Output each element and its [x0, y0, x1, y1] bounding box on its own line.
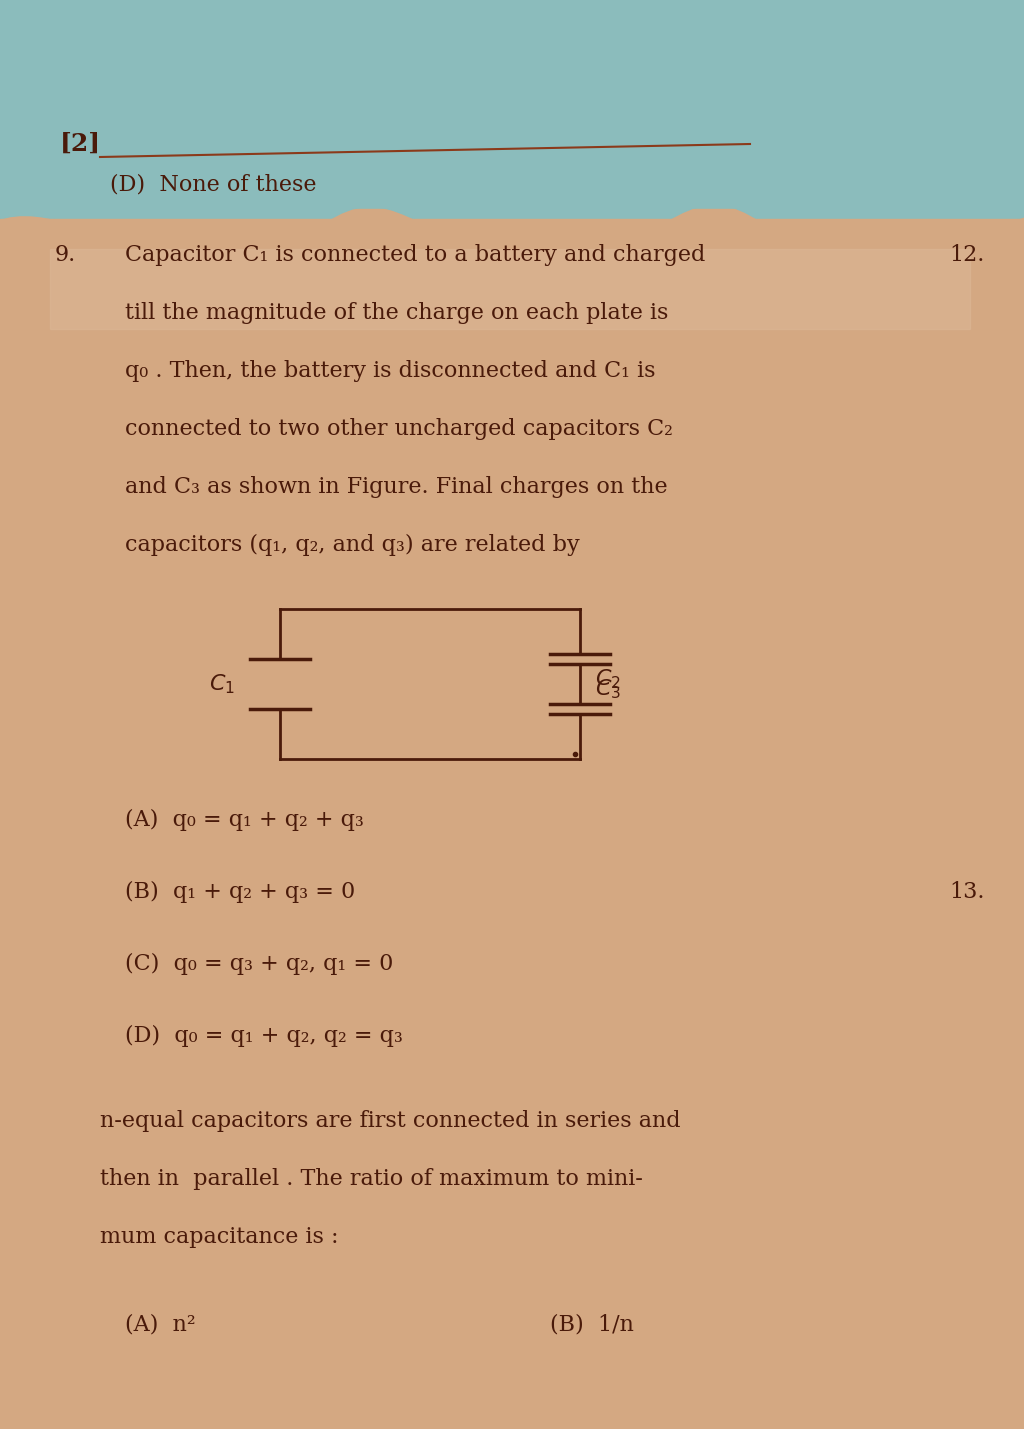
Bar — [0, 209, 1024, 1429]
Text: till the magnitude of the charge on each plate is: till the magnitude of the charge on each… — [125, 302, 669, 324]
Text: connected to two other uncharged capacitors C₂: connected to two other uncharged capacit… — [125, 419, 673, 440]
Text: $C_2$: $C_2$ — [595, 667, 621, 690]
Text: (D)  None of these: (D) None of these — [110, 173, 316, 194]
Text: (A)  n²: (A) n² — [125, 1315, 196, 1336]
Text: Capacitor C₁ is connected to a battery and charged: Capacitor C₁ is connected to a battery a… — [125, 244, 706, 266]
Text: then in  parallel . The ratio of maximum to mini-: then in parallel . The ratio of maximum … — [100, 1167, 643, 1190]
Text: (C)  q₀ = q₃ + q₂, q₁ = 0: (C) q₀ = q₃ + q₂, q₁ = 0 — [125, 953, 393, 975]
Text: q₀ . Then, the battery is disconnected and C₁ is: q₀ . Then, the battery is disconnected a… — [125, 360, 655, 382]
Text: n-equal capacitors are first connected in series and: n-equal capacitors are first connected i… — [100, 1110, 681, 1132]
Text: (B)  q₁ + q₂ + q₃ = 0: (B) q₁ + q₂ + q₃ = 0 — [125, 882, 355, 903]
Text: (A)  q₀ = q₁ + q₂ + q₃: (A) q₀ = q₁ + q₂ + q₃ — [125, 809, 364, 832]
Text: 12.: 12. — [949, 244, 985, 266]
Text: [2]: [2] — [60, 131, 101, 156]
Text: (D)  q₀ = q₁ + q₂, q₂ = q₃: (D) q₀ = q₁ + q₂, q₂ = q₃ — [125, 1025, 402, 1047]
Bar — [0, 219, 1024, 1429]
Text: capacitors (q₁, q₂, and q₃) are related by: capacitors (q₁, q₂, and q₃) are related … — [125, 534, 580, 556]
Text: mum capacitance is :: mum capacitance is : — [100, 1226, 339, 1248]
Polygon shape — [0, 0, 1024, 252]
Text: and C₃ as shown in Figure. Final charges on the: and C₃ as shown in Figure. Final charges… — [125, 476, 668, 497]
Text: 9.: 9. — [55, 244, 76, 266]
Bar — [0, 0, 1024, 279]
Bar — [50, 249, 970, 329]
Text: $C_1$: $C_1$ — [209, 672, 234, 696]
Text: $C_3$: $C_3$ — [595, 677, 621, 700]
Text: (B)  1/n: (B) 1/n — [550, 1315, 634, 1336]
Text: 13.: 13. — [949, 882, 985, 903]
